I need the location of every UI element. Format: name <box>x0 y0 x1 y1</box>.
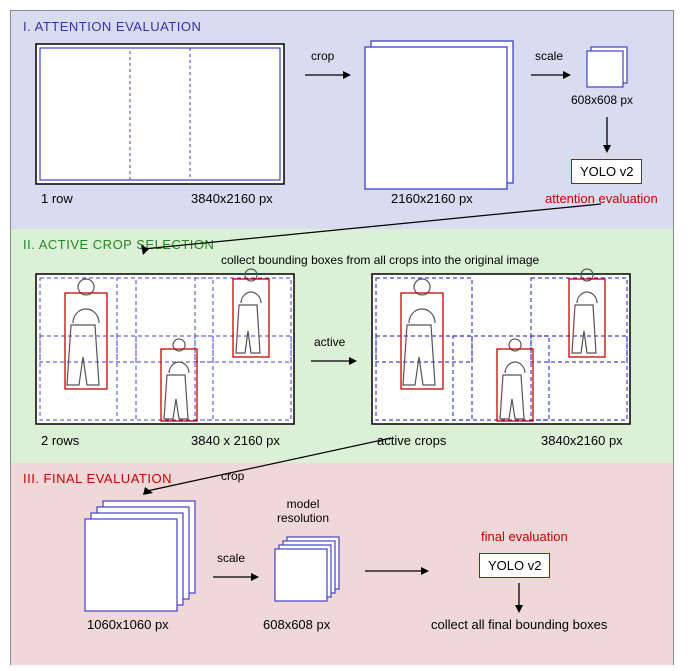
scale1-rects <box>585 45 633 93</box>
grid-image-left <box>35 273 297 429</box>
yolo-box-1: YOLO v2 <box>571 159 642 184</box>
label-2rows: 2 rows <box>41 433 79 448</box>
label-res-orig3: 3840x2160 px <box>541 433 623 448</box>
arrow-crop1 <box>303 67 353 83</box>
arrow-scale2 <box>211 569 261 585</box>
label-res-608: 608x608 px <box>571 93 633 107</box>
arrow-active <box>309 353 359 369</box>
yolo-box-2: YOLO v2 <box>479 553 550 578</box>
label-collect-final: collect all final bounding boxes <box>431 617 607 632</box>
orig-image-rect <box>35 43 285 189</box>
label-scale1: scale <box>535 49 563 63</box>
arrow-to-yolo2 <box>363 563 433 579</box>
label-model-res: model resolution <box>277 497 329 525</box>
arrow-to-yolo1 <box>599 115 615 153</box>
label-res-608b: 608x608 px <box>263 617 330 632</box>
arrow-from-yolo2 <box>511 581 527 613</box>
label-collect-bbox: collect bounding boxes from all crops in… <box>221 253 539 267</box>
label-final-eval: final evaluation <box>481 529 568 544</box>
arrow-scale1 <box>529 67 573 83</box>
label-crop1: crop <box>311 49 334 63</box>
arrow-crop2 <box>141 433 401 503</box>
label-1row: 1 row <box>41 191 73 206</box>
rects-1060 <box>85 499 205 619</box>
label-crop2: crop <box>221 469 244 483</box>
section-active: II. ACTIVE CROP SELECTION collect boundi… <box>11 229 673 463</box>
section-final: III. FINAL EVALUATION crop 1060x1060 px … <box>11 463 673 665</box>
grid-image-right <box>371 273 633 429</box>
label-res-1060: 1060x1060 px <box>87 617 169 632</box>
crop1-rects <box>363 39 519 195</box>
diagram-frame: I. ATTENTION EVALUATION 1 row 3840x2160 … <box>10 10 674 665</box>
label-active: active <box>314 335 345 349</box>
label-scale2: scale <box>217 551 245 565</box>
rects-608 <box>273 535 353 615</box>
section-attention: I. ATTENTION EVALUATION 1 row 3840x2160 … <box>11 11 673 229</box>
section-title-attention: I. ATTENTION EVALUATION <box>23 19 661 34</box>
